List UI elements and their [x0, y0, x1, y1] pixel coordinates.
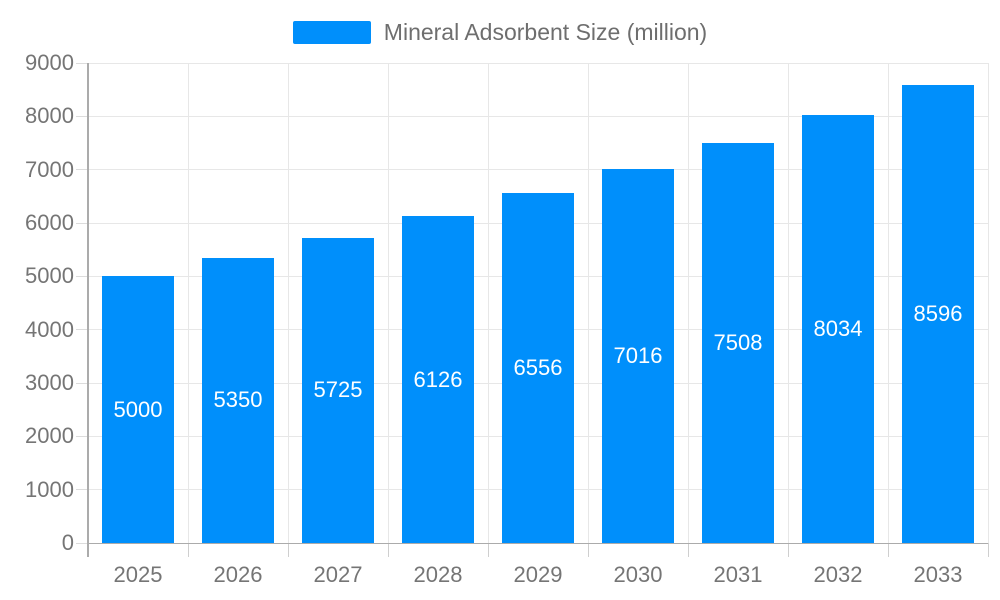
y-axis-label: 3000 — [25, 370, 74, 395]
x-axis-label: 2026 — [213, 562, 263, 587]
x-gridline — [287, 63, 289, 543]
x-axis-tick — [387, 543, 389, 557]
y-axis-tick — [76, 435, 88, 437]
x-axis-tick — [787, 543, 789, 557]
y-axis-label: 6000 — [25, 210, 74, 235]
x-axis-tick — [887, 543, 889, 557]
bar-value-label: 5725 — [313, 377, 363, 403]
x-axis-label: 2025 — [113, 562, 163, 587]
y-axis-label: 5000 — [25, 263, 74, 289]
bar-value-label: 5000 — [113, 396, 163, 422]
y-axis-tick — [76, 169, 88, 171]
y-axis-tick — [76, 62, 88, 64]
x-axis-tick — [487, 543, 489, 557]
bar-2032[interactable] — [802, 114, 874, 543]
bar-2031[interactable] — [702, 142, 774, 543]
bar-2033[interactable] — [902, 84, 974, 543]
bar-value-label: 7016 — [613, 342, 663, 368]
bar-value-label: 7508 — [713, 329, 763, 355]
x-axis-label: 2030 — [613, 562, 663, 587]
x-gridline — [387, 63, 389, 543]
x-axis-tick — [687, 543, 689, 557]
y-axis-label: 0 — [61, 530, 74, 555]
legend[interactable]: Mineral Adsorbent Size (million) — [0, 19, 1000, 45]
x-gridline — [187, 63, 189, 543]
x-gridline — [487, 63, 489, 543]
y-axis-label: 1000 — [25, 476, 74, 502]
y-axis-label: 2000 — [25, 423, 74, 449]
y-axis-label: 8000 — [25, 103, 74, 129]
y-axis-tick — [76, 222, 88, 224]
y-axis-tick — [76, 382, 88, 384]
x-axis-line — [88, 543, 988, 544]
x-axis-tick — [287, 543, 289, 557]
y-axis-tick — [76, 489, 88, 491]
bar-value-label: 6556 — [513, 355, 563, 381]
x-gridline — [987, 63, 989, 543]
x-gridline — [787, 63, 789, 543]
x-axis-label: 2031 — [713, 562, 763, 587]
y-axis-tick — [76, 275, 88, 277]
y-axis-label: 4000 — [25, 316, 74, 342]
x-axis-label: 2028 — [413, 562, 463, 587]
x-gridline — [687, 63, 689, 543]
bar-2025[interactable] — [102, 276, 174, 543]
bar-2029[interactable] — [502, 193, 574, 543]
y-axis-tick — [76, 115, 88, 117]
x-axis-label: 2032 — [813, 562, 863, 587]
bar-value-label: 8596 — [913, 300, 963, 326]
y-axis-line — [87, 63, 89, 557]
y-axis-label: 7000 — [25, 156, 74, 182]
x-axis-tick — [187, 543, 189, 557]
x-axis-label: 2033 — [913, 562, 963, 587]
y-gridline — [88, 169, 988, 171]
bar-value-label: 6126 — [413, 366, 463, 392]
y-axis-label: 9000 — [25, 50, 74, 75]
bar-2028[interactable] — [402, 216, 474, 543]
x-axis-tick — [587, 543, 589, 557]
bar-2027[interactable] — [302, 237, 374, 543]
y-axis-tick — [76, 542, 88, 544]
y-axis-tick — [76, 329, 88, 331]
bar-2030[interactable] — [602, 168, 674, 543]
x-gridline — [587, 63, 589, 543]
bar-value-label: 5350 — [213, 387, 263, 413]
x-axis-label: 2027 — [313, 562, 363, 587]
bar-2026[interactable] — [202, 257, 274, 543]
legend-marker-icon — [292, 20, 371, 44]
y-gridline — [88, 62, 988, 64]
bar-value-label: 8034 — [813, 315, 863, 341]
x-axis-label: 2029 — [513, 562, 563, 587]
legend-label: Mineral Adsorbent Size (million) — [383, 18, 708, 45]
x-axis-tick — [987, 543, 989, 557]
x-gridline — [887, 63, 889, 543]
y-gridline — [88, 115, 988, 117]
